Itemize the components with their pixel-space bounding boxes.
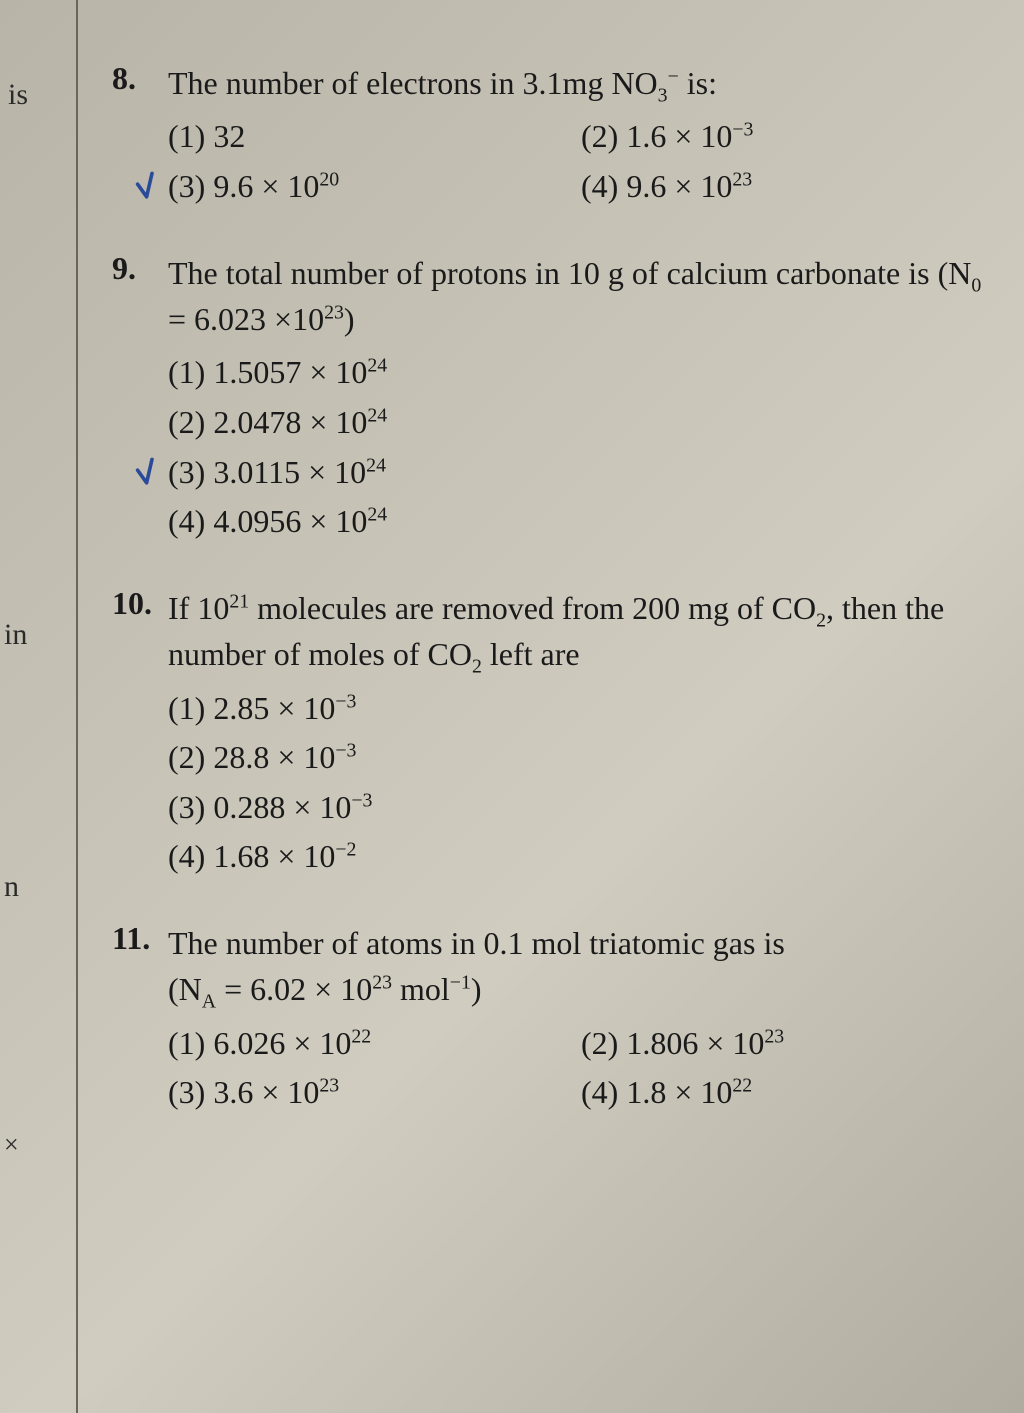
option-1: (1) 6.026 × 1022 bbox=[168, 1019, 571, 1069]
question-9: 9. The total number of protons in 10 g o… bbox=[112, 250, 984, 547]
question-number: 8. bbox=[112, 60, 168, 97]
option-value: 6.026 × 1022 bbox=[213, 1025, 371, 1061]
option-2: (2) 2.0478 × 1024 bbox=[168, 398, 984, 448]
questions-container: 8. The number of electrons in 3.1mg NO3−… bbox=[112, 60, 984, 1118]
option-label: (2) bbox=[168, 404, 205, 440]
option-label: (3) bbox=[168, 454, 205, 490]
option-value: 1.806 × 1023 bbox=[626, 1025, 784, 1061]
question-number: 11. bbox=[112, 920, 168, 957]
option-4: (4) 1.68 × 10−2 bbox=[168, 832, 984, 882]
question-text: The number of atoms in 0.1 mol triatomic… bbox=[168, 920, 984, 1013]
option-value: 9.6 × 1023 bbox=[626, 168, 752, 204]
question-11: 11. The number of atoms in 0.1 mol triat… bbox=[112, 920, 984, 1118]
question-number: 10. bbox=[112, 585, 168, 622]
option-label: (1) bbox=[168, 118, 205, 154]
question-text: If 1021 molecules are removed from 200 m… bbox=[168, 585, 984, 678]
option-4: (4) 9.6 × 1023 bbox=[581, 162, 984, 212]
option-value: 1.8 × 1022 bbox=[626, 1074, 752, 1110]
option-value: 2.0478 × 1024 bbox=[213, 404, 387, 440]
option-2: (2) 28.8 × 10−3 bbox=[168, 733, 984, 783]
question-10: 10. If 1021 molecules are removed from 2… bbox=[112, 585, 984, 882]
option-label: (4) bbox=[581, 1074, 618, 1110]
option-value: 9.6 × 1020 bbox=[213, 168, 339, 204]
option-label: (4) bbox=[168, 838, 205, 874]
option-value: 3.6 × 1023 bbox=[213, 1074, 339, 1110]
option-value: 32 bbox=[213, 118, 245, 154]
option-1: (1) 32 bbox=[168, 112, 571, 162]
option-value: 28.8 × 10−3 bbox=[213, 739, 356, 775]
option-value: 4.0956 × 1024 bbox=[213, 503, 387, 539]
option-label: (4) bbox=[168, 503, 205, 539]
option-label: (2) bbox=[168, 739, 205, 775]
option-value: 1.6 × 10−3 bbox=[626, 118, 753, 154]
checkmark-icon bbox=[134, 168, 170, 204]
option-value: 1.5057 × 1024 bbox=[213, 354, 387, 390]
option-3: (3) 3.0115 × 1024 bbox=[168, 448, 984, 498]
option-1: (1) 1.5057 × 1024 bbox=[168, 348, 984, 398]
option-3: (3) 9.6 × 1020 bbox=[168, 162, 571, 212]
option-1: (1) 2.85 × 10−3 bbox=[168, 684, 984, 734]
option-label: (3) bbox=[168, 789, 205, 825]
option-label: (4) bbox=[581, 168, 618, 204]
option-label: (3) bbox=[168, 168, 205, 204]
option-3: (3) 0.288 × 10−3 bbox=[168, 783, 984, 833]
question-8: 8. The number of electrons in 3.1mg NO3−… bbox=[112, 60, 984, 212]
option-4: (4) 4.0956 × 1024 bbox=[168, 497, 984, 547]
option-label: (1) bbox=[168, 354, 205, 390]
option-4: (4) 1.8 × 1022 bbox=[581, 1068, 984, 1118]
option-label: (3) bbox=[168, 1074, 205, 1110]
question-text: The number of electrons in 3.1mg NO3− is… bbox=[168, 60, 984, 106]
option-value: 3.0115 × 1024 bbox=[213, 454, 386, 490]
option-label: (2) bbox=[581, 1025, 618, 1061]
checkmark-icon bbox=[134, 454, 170, 490]
option-value: 1.68 × 10−2 bbox=[213, 838, 356, 874]
question-text: The total number of protons in 10 g of c… bbox=[168, 250, 984, 343]
question-number: 9. bbox=[112, 250, 168, 287]
option-label: (1) bbox=[168, 690, 205, 726]
option-label: (1) bbox=[168, 1025, 205, 1061]
option-3: (3) 3.6 × 1023 bbox=[168, 1068, 571, 1118]
option-2: (2) 1.6 × 10−3 bbox=[581, 112, 984, 162]
option-value: 2.85 × 10−3 bbox=[213, 690, 356, 726]
option-2: (2) 1.806 × 1023 bbox=[581, 1019, 984, 1069]
option-value: 0.288 × 10−3 bbox=[213, 789, 372, 825]
option-label: (2) bbox=[581, 118, 618, 154]
